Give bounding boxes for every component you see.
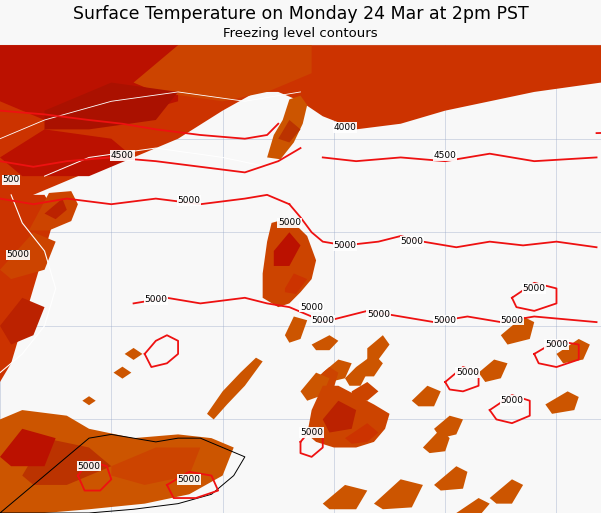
Polygon shape bbox=[278, 120, 300, 143]
Polygon shape bbox=[285, 317, 307, 343]
Text: 5000: 5000 bbox=[144, 295, 167, 304]
Polygon shape bbox=[0, 298, 44, 345]
Polygon shape bbox=[300, 372, 329, 401]
Text: 5000: 5000 bbox=[434, 315, 457, 325]
Polygon shape bbox=[307, 386, 389, 447]
Text: 5000: 5000 bbox=[501, 396, 523, 405]
Polygon shape bbox=[133, 45, 312, 101]
Text: 5000: 5000 bbox=[278, 219, 301, 227]
Text: 5000: 5000 bbox=[400, 237, 423, 246]
Polygon shape bbox=[29, 191, 78, 230]
Polygon shape bbox=[434, 416, 463, 438]
Polygon shape bbox=[0, 45, 178, 120]
Text: 5000: 5000 bbox=[456, 368, 479, 377]
Text: 4000: 4000 bbox=[334, 123, 356, 132]
Polygon shape bbox=[345, 367, 367, 386]
Polygon shape bbox=[263, 219, 316, 307]
Polygon shape bbox=[323, 401, 356, 432]
Text: 5000: 5000 bbox=[78, 462, 100, 471]
Text: 4500: 4500 bbox=[111, 151, 134, 160]
Polygon shape bbox=[490, 479, 523, 504]
Polygon shape bbox=[0, 410, 234, 513]
Polygon shape bbox=[285, 273, 307, 294]
Text: 5000: 5000 bbox=[178, 475, 201, 484]
Polygon shape bbox=[207, 358, 263, 420]
Polygon shape bbox=[412, 386, 441, 406]
Polygon shape bbox=[44, 83, 178, 129]
Polygon shape bbox=[345, 423, 379, 444]
Polygon shape bbox=[356, 354, 383, 377]
Polygon shape bbox=[374, 479, 423, 509]
Text: 5000: 5000 bbox=[178, 196, 201, 205]
Polygon shape bbox=[22, 438, 111, 485]
Text: 5000: 5000 bbox=[523, 284, 546, 293]
Polygon shape bbox=[44, 199, 67, 219]
Text: 5000: 5000 bbox=[300, 428, 323, 437]
Text: 5000: 5000 bbox=[300, 303, 323, 311]
Polygon shape bbox=[323, 485, 367, 509]
Polygon shape bbox=[0, 129, 133, 176]
Polygon shape bbox=[456, 498, 490, 513]
Text: 5000: 5000 bbox=[501, 315, 523, 325]
Polygon shape bbox=[114, 367, 132, 379]
Polygon shape bbox=[0, 232, 56, 279]
Polygon shape bbox=[323, 360, 352, 382]
Polygon shape bbox=[545, 391, 579, 414]
Polygon shape bbox=[0, 429, 56, 466]
Polygon shape bbox=[0, 195, 56, 382]
Polygon shape bbox=[111, 447, 200, 485]
Polygon shape bbox=[557, 339, 590, 363]
Text: 5000: 5000 bbox=[367, 310, 390, 319]
Text: 5000: 5000 bbox=[334, 241, 356, 250]
Polygon shape bbox=[82, 396, 96, 405]
Polygon shape bbox=[501, 317, 534, 345]
Polygon shape bbox=[267, 95, 307, 160]
Polygon shape bbox=[352, 382, 379, 401]
Text: Freezing level contours: Freezing level contours bbox=[223, 27, 378, 41]
Polygon shape bbox=[274, 232, 300, 266]
Polygon shape bbox=[312, 335, 338, 350]
Text: 5000: 5000 bbox=[311, 315, 334, 325]
Text: 5000: 5000 bbox=[6, 250, 29, 259]
Polygon shape bbox=[124, 348, 142, 360]
Polygon shape bbox=[478, 360, 507, 382]
Polygon shape bbox=[0, 45, 601, 204]
Text: 4500: 4500 bbox=[434, 151, 457, 160]
Polygon shape bbox=[367, 335, 389, 360]
Text: 500: 500 bbox=[2, 175, 20, 184]
Polygon shape bbox=[434, 466, 468, 490]
Text: Surface Temperature on Monday 24 Mar at 2pm PST: Surface Temperature on Monday 24 Mar at … bbox=[73, 5, 528, 23]
Polygon shape bbox=[312, 367, 338, 391]
Polygon shape bbox=[423, 429, 450, 453]
Text: 5000: 5000 bbox=[545, 340, 568, 349]
